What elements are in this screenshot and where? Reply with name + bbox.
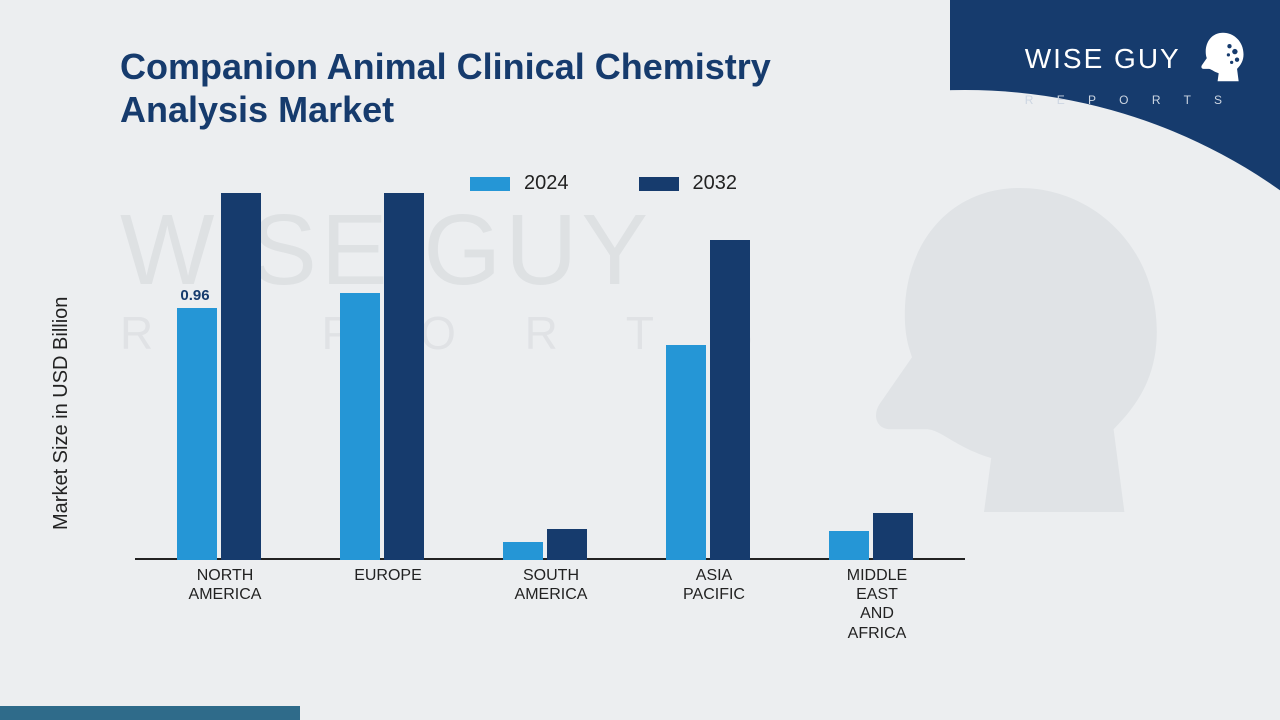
category-label: NORTHAMERICA [155,566,295,604]
bar-2032 [710,240,750,560]
bar-value-label: 0.96 [173,287,217,304]
brand-subline: R E P O R T S [1025,93,1250,107]
bar-2024 [503,542,543,560]
category-label: SOUTHAMERICA [481,566,621,604]
brand-name: WISE GUY [1025,43,1181,74]
bar-2024 [829,531,869,560]
bar-2032 [384,193,424,560]
page-root: Companion Animal Clinical Chemistry Anal… [0,0,1280,720]
bar-2032 [221,193,261,560]
bar-2032 [873,513,913,560]
plot-area: 0.96NORTHAMERICAEUROPESOUTHAMERICAASIAPA… [135,180,965,560]
bar-2024 [177,308,217,560]
bar-2024 [340,293,380,560]
category-label: EUROPE [318,566,458,585]
page-title: Companion Animal Clinical Chemistry Anal… [120,45,880,131]
category-label: ASIAPACIFIC [644,566,784,604]
head-icon [1196,30,1250,91]
category-label: MIDDLEEASTANDAFRICA [807,566,947,643]
chart-area: Market Size in USD Billion 0.96NORTHAMER… [60,170,960,670]
bar-2032 [547,529,587,560]
y-axis-label: Market Size in USD Billion [50,297,73,530]
brand-logo: WISE GUY R E P O R T S [1025,30,1250,107]
decor-bottom-bar [0,706,300,720]
bar-2024 [666,345,706,560]
